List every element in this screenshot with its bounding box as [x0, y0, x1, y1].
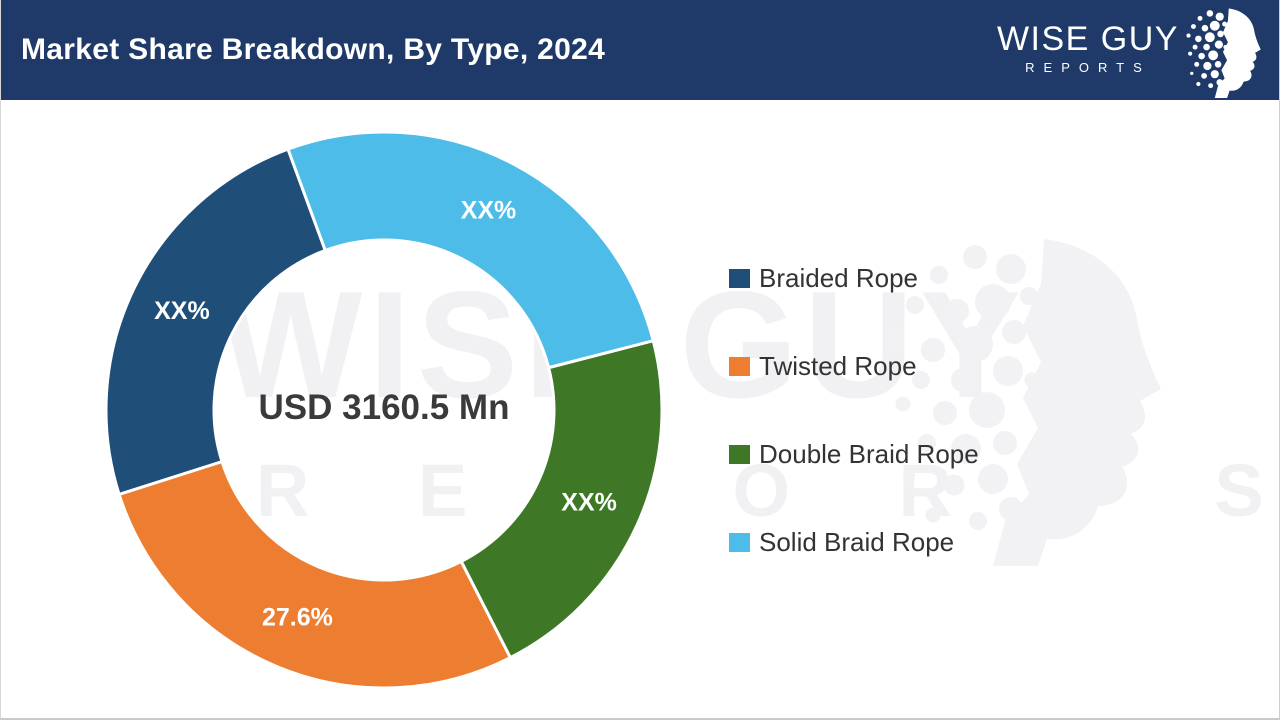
legend-swatch-icon [729, 268, 750, 288]
segment-value-label-twisted-rope: 27.6% [262, 604, 333, 632]
donut-segment-solid-braid-rope [286, 130, 655, 370]
logo-wordmark-line2: REPORTS [1025, 60, 1151, 75]
donut-segment-twisted-rope [117, 460, 512, 690]
legend-item-label: Twisted Rope [759, 350, 917, 381]
logo-wordmark: WISE GUY REPORTS [997, 21, 1179, 75]
legend-item-label: Braided Rope [759, 262, 918, 293]
legend-swatch-icon [729, 356, 750, 376]
header-bar: Market Share Breakdown, By Type, 2024 WI… [1, 0, 1279, 100]
logo-wordmark-line1: WISE GUY [996, 20, 1179, 58]
brand-logo: WISE GUY REPORTS [997, 0, 1271, 100]
legend-swatch-icon [729, 532, 750, 552]
legend-item-braided-rope: Braided Rope [729, 263, 979, 293]
legend-swatch-icon [729, 444, 750, 464]
donut-segment-double-braid-rope [459, 339, 664, 660]
segment-value-label-double-braid-rope: XX% [561, 488, 617, 516]
legend-item-solid-braid-rope: Solid Braid Rope [729, 527, 979, 557]
page-title: Market Share Breakdown, By Type, 2024 [21, 33, 606, 66]
legend-item-label: Solid Braid Rope [759, 526, 955, 557]
donut-chart: XX% 27.6% XX% XX% [104, 130, 664, 690]
legend-item-twisted-rope: Twisted Rope [729, 351, 979, 381]
center-value-label: USD 3160.5 Mn [258, 388, 510, 427]
donut-segment-braided-rope [104, 147, 327, 496]
legend-item-label: Double Braid Rope [759, 438, 979, 469]
legend-item-double-braid-rope: Double Braid Rope [729, 439, 979, 469]
segment-value-label-solid-braid-rope: XX% [461, 197, 517, 225]
segment-value-label-braided-rope: XX% [154, 297, 210, 325]
legend: Braided Rope Twisted Rope Double Braid Rop… [729, 263, 979, 615]
logo-head-icon [1181, 6, 1265, 98]
